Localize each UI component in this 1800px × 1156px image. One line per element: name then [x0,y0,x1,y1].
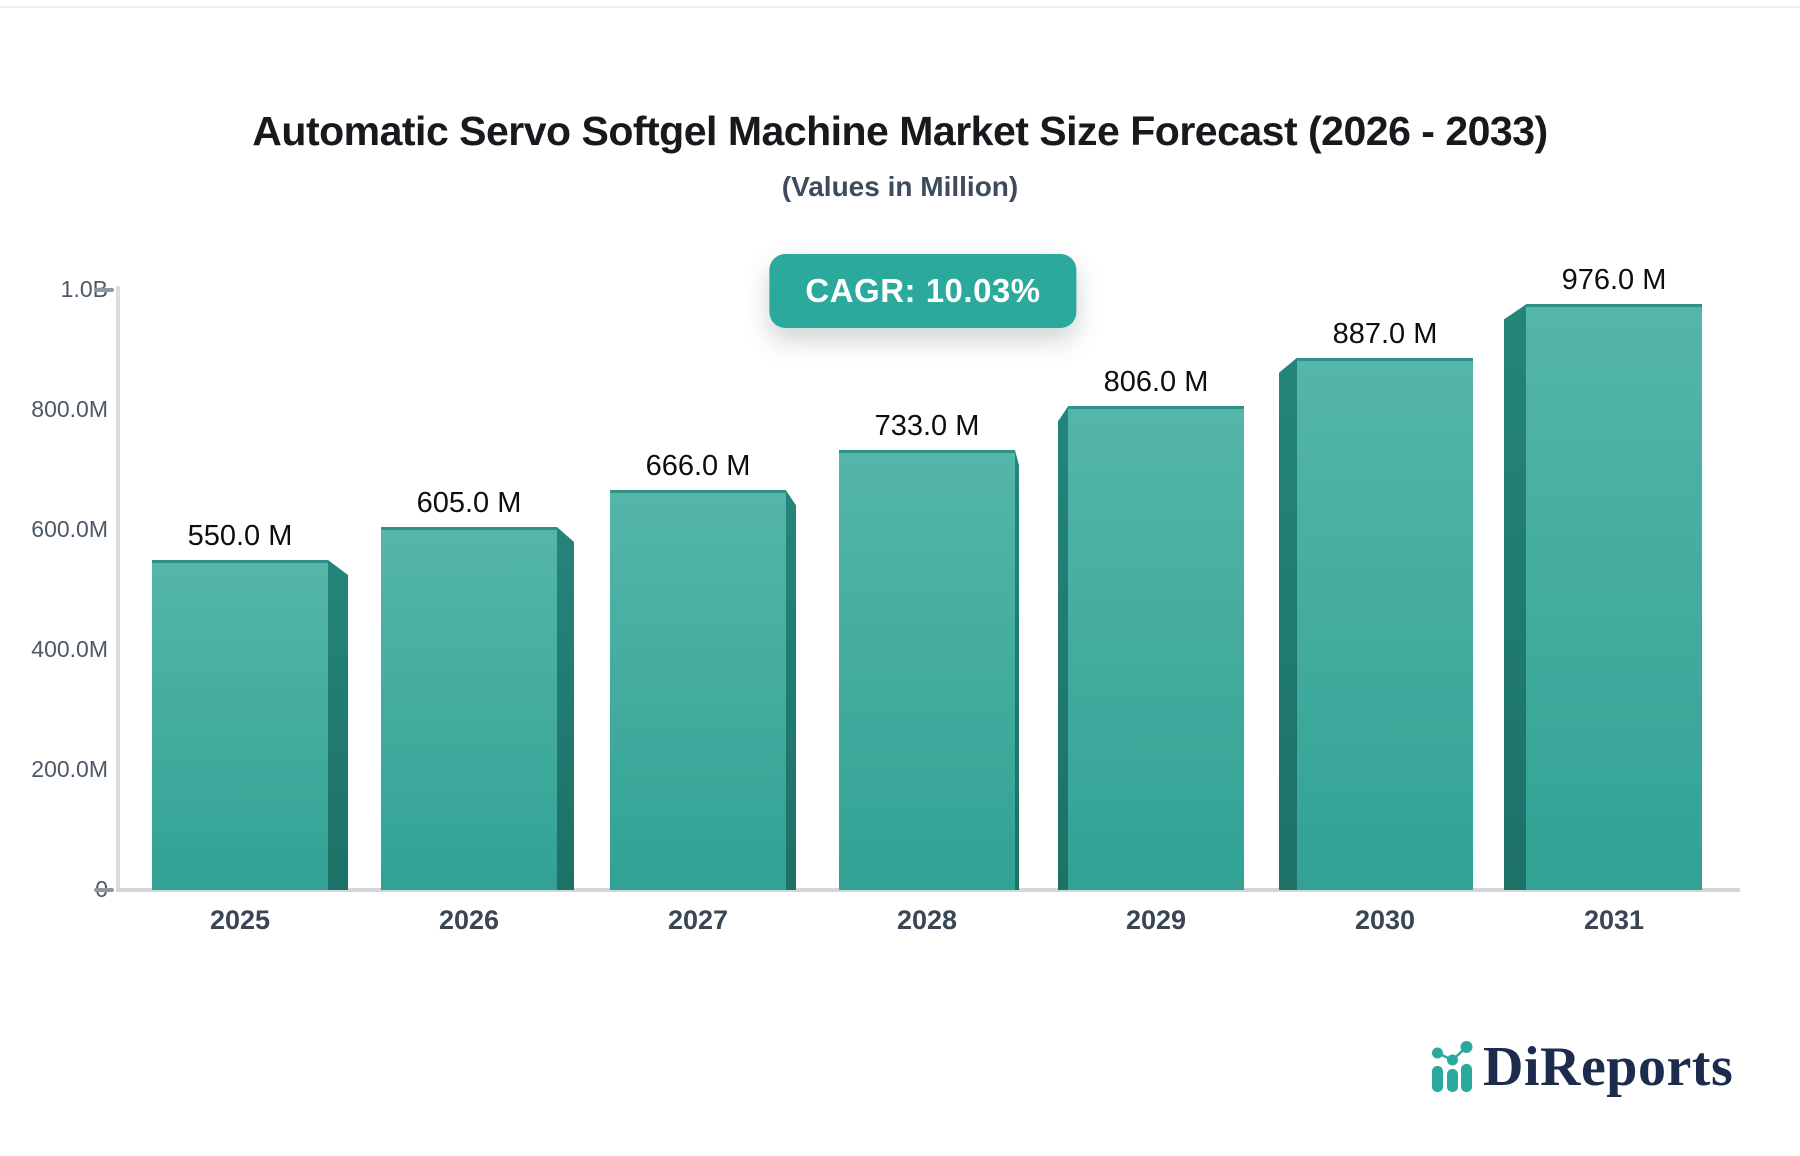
bar-3d-side [1015,450,1019,890]
x-tick-label: 2027 [667,905,729,935]
y-tick-label: 0 [8,878,108,901]
bar-3d-side [1504,304,1526,890]
chart-title: Automatic Servo Softgel Machine Market S… [252,108,1548,154]
bar [839,450,1015,890]
cagr-badge: CAGR: 10.03% [769,254,1077,328]
x-tick-label: 2031 [1583,905,1645,935]
mini-bar-line-chart-icon [1432,1041,1473,1092]
bar-3d-side [1279,357,1297,890]
bar [381,527,557,890]
bar-3d-side [557,527,574,890]
bar-value-label: 605.0 M [416,487,522,519]
x-tick-label: 2026 [438,905,500,935]
x-tick-label: 2030 [1354,905,1416,935]
page-top-divider [0,6,1800,8]
bar-3d-side [328,560,348,890]
bar-3d-side [1058,406,1068,890]
bar [610,490,786,890]
bar-value-label: 806.0 M [1103,366,1209,399]
y-tick-label: 200.0M [31,756,108,782]
direports-logo-text: DiReports [1483,1036,1734,1098]
bar [1297,357,1473,890]
y-tick-label: 600.0M [31,516,108,542]
y-tick-label: 1.0B [60,276,108,302]
y-tick-mark [94,288,114,292]
bar [152,560,328,890]
bar-value-label: 666.0 M [645,450,751,483]
y-tick-label: 800.0M [31,396,108,422]
chart-subtitle: (Values in Million) [781,171,1019,202]
bar-value-label: 733.0 M [874,410,980,443]
cagr-badge-label: CAGR: 10.03% [805,272,1041,309]
bar-value-label: 887.0 M [1332,317,1438,350]
y-axis-line [116,286,120,892]
x-tick-label: 2029 [1125,905,1187,935]
x-axis-line [116,888,1740,892]
bar [1068,406,1244,890]
bar [1526,304,1702,890]
y-tick-label: 400.0M [31,636,108,662]
direports-logo: DiReports [1428,1034,1733,1096]
y-tick-mark [94,888,114,892]
x-tick-label: 2028 [896,905,958,935]
bar-3d-side [786,490,796,890]
bar-value-label: 976.0 M [1561,264,1667,297]
bar-value-label: 550.0 M [187,520,293,552]
x-tick-label: 2025 [209,905,271,935]
